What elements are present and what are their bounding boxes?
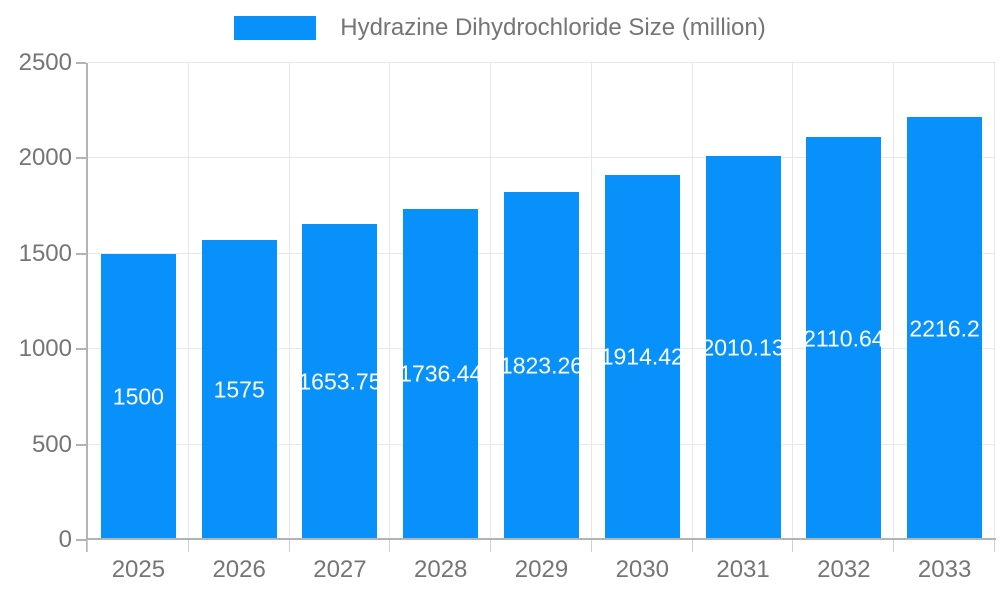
x-tick-mark (893, 540, 895, 552)
y-tick-label: 2000 (18, 144, 72, 172)
x-tick-label: 2033 (917, 556, 972, 583)
y-tick-label: 500 (31, 430, 72, 458)
x-tick-mark (389, 540, 391, 552)
x-tick-label: 2030 (615, 556, 669, 583)
bar-value-label: 2010.13 (701, 334, 785, 361)
y-tick-label: 2500 (18, 49, 72, 76)
bar[interactable] (604, 174, 680, 540)
y-tick-mark (76, 157, 86, 160)
gridline-v (590, 63, 592, 540)
gridline-v (187, 63, 189, 540)
x-tick-label: 2026 (212, 556, 266, 583)
bar[interactable] (705, 156, 781, 540)
gridline-v (893, 63, 895, 540)
bar-value-label: 1653.75 (298, 368, 382, 395)
gridline-v (994, 63, 995, 540)
x-tick-label: 2029 (514, 556, 569, 583)
bar[interactable] (503, 192, 580, 540)
plot-area: 1500 1575 1653.75 1736.44 1823.26 1914.42 2010… (88, 62, 995, 540)
x-tick-mark (87, 540, 88, 552)
gridline-v (389, 63, 391, 540)
x-tick-label: 2032 (817, 556, 871, 583)
y-tick-label: 0 (58, 526, 72, 553)
y-tick-mark (76, 62, 86, 64)
y-tick-mark (76, 348, 86, 351)
gridline-v (792, 63, 794, 540)
bar[interactable] (806, 137, 882, 540)
bar[interactable] (201, 239, 277, 540)
y-tick-mark (76, 443, 86, 446)
gridline-v (288, 63, 290, 540)
x-tick-mark (288, 540, 290, 552)
x-tick-label: 2031 (716, 556, 770, 583)
bar[interactable] (100, 253, 176, 540)
legend-label[interactable]: Hydrazine Dihydrochloride Size (million) (340, 14, 766, 41)
x-axis-line (88, 538, 996, 540)
bar-value-label: 1575 (213, 376, 265, 403)
y-tick-mark (76, 252, 86, 255)
x-tick-label: 2027 (313, 556, 367, 583)
y-tick-mark (76, 539, 86, 541)
gridline-v (490, 63, 492, 540)
chart-legend: Hydrazine Dihydrochloride Size (million) (0, 14, 1000, 42)
x-tick-mark (187, 540, 189, 552)
bar-value-label: 2216.2 (909, 315, 980, 342)
x-tick-mark (994, 540, 995, 552)
bar[interactable] (403, 208, 479, 540)
y-tick-label: 1500 (18, 239, 72, 267)
y-tick-label: 1000 (18, 335, 72, 363)
x-tick-mark (691, 540, 693, 552)
x-tick-mark (792, 540, 794, 552)
bar[interactable] (302, 224, 378, 540)
bar-value-label: 1736.44 (399, 360, 483, 387)
legend-swatch[interactable] (234, 16, 317, 40)
x-tick-mark (490, 540, 492, 552)
bar-value-label: 1823.26 (499, 352, 584, 379)
gridline-h (88, 157, 995, 159)
bar-value-label: 1914.42 (600, 343, 684, 370)
x-tick-label: 2025 (111, 556, 166, 583)
x-tick-mark (590, 540, 592, 552)
y-axis-line (86, 63, 88, 552)
gridline-v (691, 63, 693, 540)
gridline-h (88, 62, 995, 63)
bar[interactable] (907, 117, 983, 540)
bar-value-label: 1500 (112, 383, 164, 410)
x-tick-label: 2028 (414, 556, 468, 583)
bar-value-label: 2110.64 (803, 325, 885, 352)
